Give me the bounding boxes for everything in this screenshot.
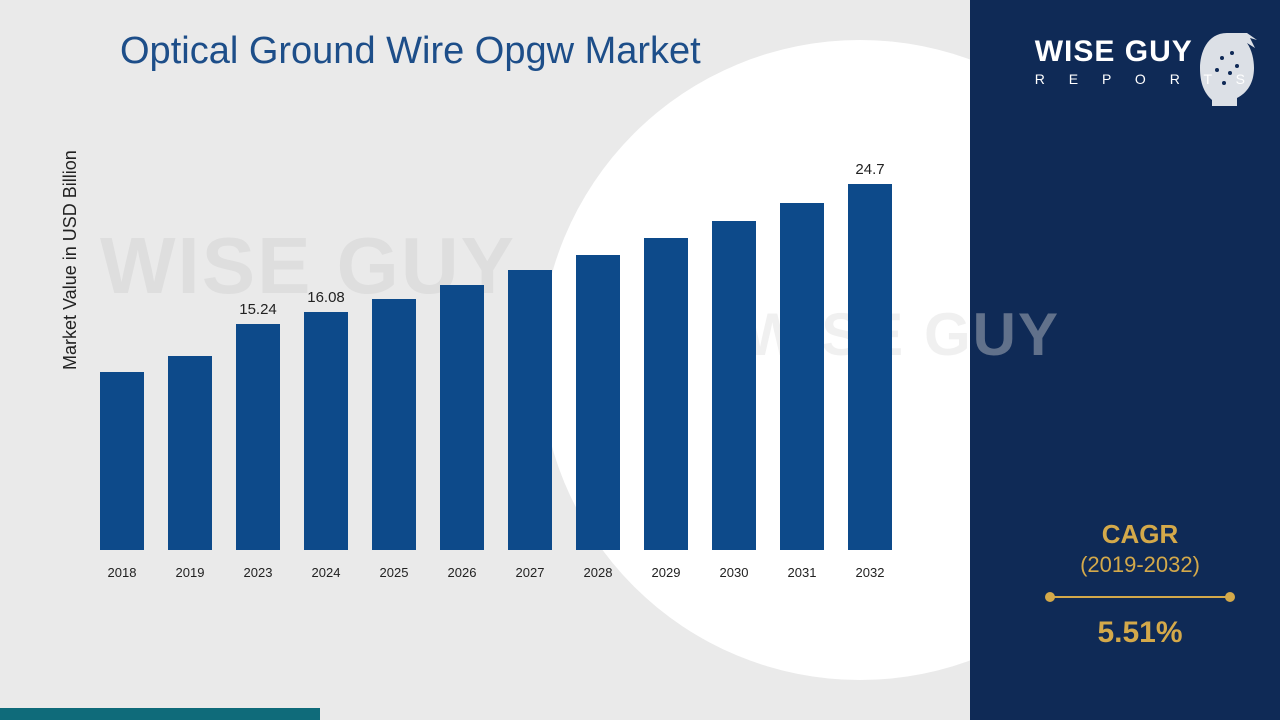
- bar: 15.24: [236, 324, 280, 550]
- cagr-period: (2019-2032): [1050, 552, 1230, 578]
- x-tick: 2026: [448, 565, 477, 580]
- bar: [440, 285, 484, 550]
- x-tick: 2027: [516, 565, 545, 580]
- x-tick: 2030: [720, 565, 749, 580]
- x-tick: 2025: [380, 565, 409, 580]
- bar: [372, 299, 416, 550]
- cagr-value: 5.51%: [1050, 616, 1230, 650]
- infographic-canvas: WISE GUY WISE GUY Optical Ground Wire Op…: [0, 0, 1280, 720]
- bar: [712, 221, 756, 550]
- bar-value-label: 16.08: [307, 289, 345, 306]
- cagr-block: CAGR (2019-2032) 5.51%: [1050, 519, 1230, 650]
- plot-area: 15.24 16.08 24.7: [100, 150, 900, 550]
- cagr-label: CAGR: [1050, 519, 1230, 550]
- y-axis-label: Market Value in USD Billion: [60, 150, 81, 370]
- x-tick: 2018: [108, 565, 137, 580]
- logo-sub-text: R E P O R T S: [1035, 71, 1255, 87]
- x-tick: 2024: [312, 565, 341, 580]
- bar: [100, 372, 144, 550]
- chart-title: Optical Ground Wire Opgw Market: [120, 30, 701, 73]
- bar: [508, 270, 552, 550]
- brand-logo: WISE GUY R E P O R T S: [1035, 35, 1255, 87]
- bar-value-label: 15.24: [239, 301, 277, 318]
- bar: [576, 255, 620, 550]
- bar: [644, 238, 688, 550]
- x-tick: 2032: [856, 565, 885, 580]
- x-tick: 2031: [788, 565, 817, 580]
- bar: 16.08: [304, 312, 348, 550]
- bar: [780, 203, 824, 550]
- x-tick: 2029: [652, 565, 681, 580]
- x-tick: 2019: [176, 565, 205, 580]
- bar: 24.7: [848, 184, 892, 550]
- cagr-divider: [1050, 596, 1230, 598]
- bar-value-label: 24.7: [855, 161, 884, 178]
- bottom-accent-bar: [0, 708, 320, 720]
- bar-chart: 15.24 16.08 24.7 2018 2019 2023 2024 2025 2026 2…: [100, 150, 900, 580]
- x-tick: 2028: [584, 565, 613, 580]
- logo-main-text: WISE GUY: [1035, 35, 1255, 69]
- bar: [168, 356, 212, 550]
- x-tick: 2023: [244, 565, 273, 580]
